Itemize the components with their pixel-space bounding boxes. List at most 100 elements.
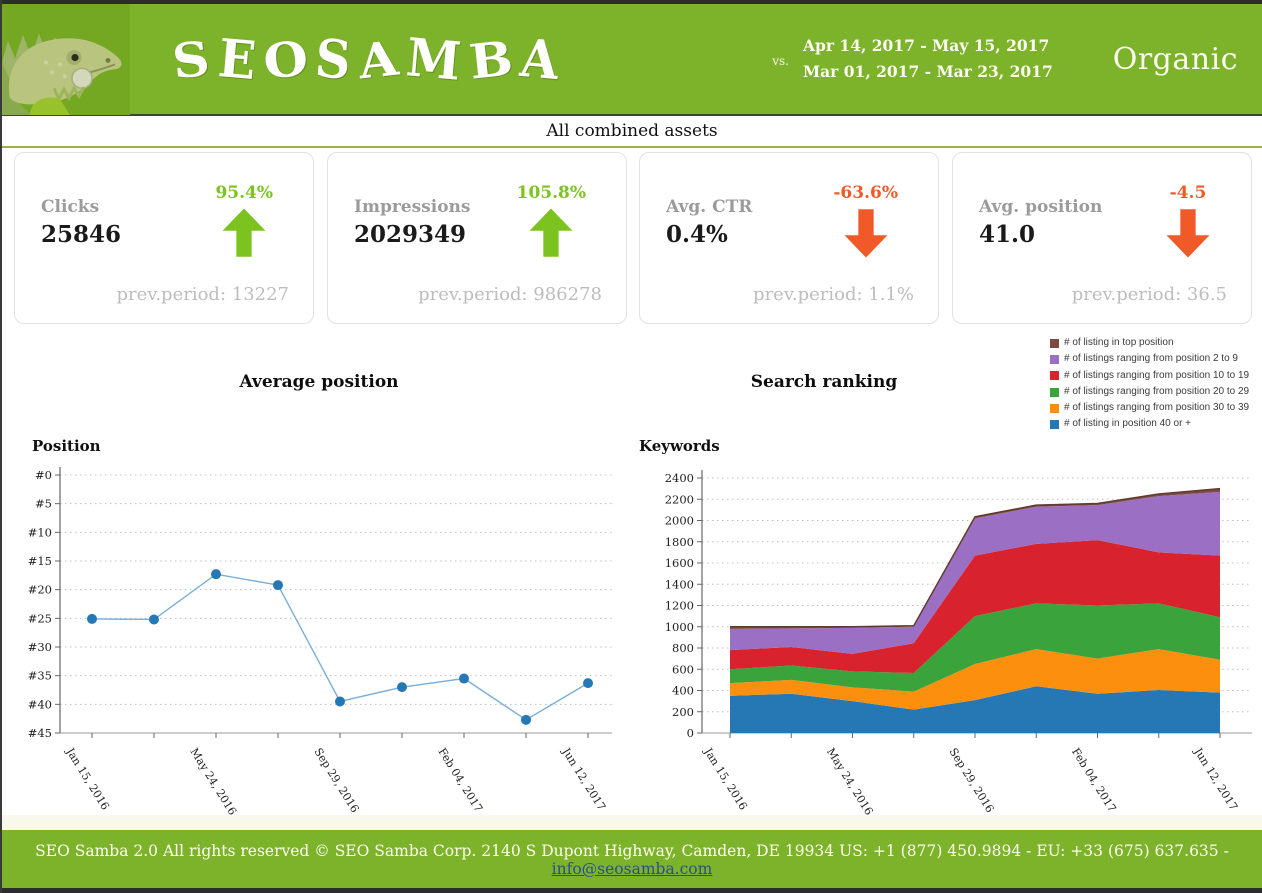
svg-text:#35: #35 <box>28 669 52 683</box>
kpi-prev-period: prev.period: 986278 <box>418 284 602 305</box>
kpi-card-avg-ctr: Avg. CTR 0.4% -63.6% prev.period: 1.1% <box>639 152 939 324</box>
area-chart-y-axis-name: Keywords <box>639 437 720 455</box>
svg-text:Feb 04, 2017: Feb 04, 2017 <box>435 746 485 815</box>
previous-period: Mar 01, 2017 - Mar 23, 2017 <box>802 62 1053 81</box>
svg-text:1200: 1200 <box>665 599 694 613</box>
svg-text:400: 400 <box>672 684 694 698</box>
current-period: Apr 14, 2017 - May 15, 2017 <box>802 36 1050 55</box>
legend-label: # of listings ranging from position 2 to… <box>1064 353 1238 365</box>
svg-text:1000: 1000 <box>665 620 694 634</box>
svg-text:Sep 29, 2016: Sep 29, 2016 <box>946 746 996 815</box>
up-arrow-icon <box>529 208 573 257</box>
kpi-change: 105.8% <box>516 183 586 203</box>
kpi-value: 2029349 <box>354 221 467 248</box>
svg-text:#0: #0 <box>35 468 52 482</box>
svg-text:May 24, 2016: May 24, 2016 <box>824 746 876 818</box>
svg-text:#20: #20 <box>28 583 52 597</box>
svg-text:Jan 15, 2016: Jan 15, 2016 <box>63 745 112 813</box>
legend-label: # of listing in top position <box>1064 337 1174 348</box>
footer-copyright: SEO Samba 2.0 All rights reserved © SEO … <box>35 842 1229 860</box>
svg-text:May 24, 2016: May 24, 2016 <box>187 746 239 818</box>
legend-label: # of listings ranging from position 20 t… <box>1064 385 1250 397</box>
svg-text:0: 0 <box>687 726 694 740</box>
search-ranking-area-chart: 0 200 400 600 800 1000 1200 1400 1600 1800 2000 220… <box>665 470 1252 818</box>
kpi-change: -63.6% <box>833 183 898 203</box>
svg-text:2200: 2200 <box>665 492 694 506</box>
kpi-change: -4.5 <box>1169 183 1207 203</box>
report-title: All combined assets <box>546 121 718 141</box>
svg-text:#25: #25 <box>28 611 52 625</box>
down-arrow-icon <box>1166 209 1210 258</box>
kpi-card-impressions: Impressions 2029349 105.8% prev.period: … <box>327 152 627 324</box>
legend-item: # of listings ranging from position 2 to… <box>1050 351 1249 367</box>
chart-legend: # of listing in top position # of listin… <box>1050 335 1249 433</box>
legend-swatch <box>1050 403 1059 413</box>
kpi-change: 95.4% <box>215 183 273 203</box>
iguana-photo <box>2 3 130 115</box>
kpi-cards: Clicks 25846 95.4% prev.period: 13227 Im… <box>2 152 1262 325</box>
up-arrow-icon <box>222 208 266 257</box>
footer: SEO Samba 2.0 All rights reserved © SEO … <box>2 830 1262 888</box>
svg-text:#45: #45 <box>28 726 52 740</box>
pre-footer-strip <box>2 815 1262 830</box>
kpi-prev-period: prev.period: 13227 <box>116 284 289 305</box>
legend-swatch <box>1050 387 1059 397</box>
down-arrow-icon <box>844 209 888 258</box>
legend-swatch <box>1050 420 1059 430</box>
svg-text:1400: 1400 <box>665 577 694 591</box>
svg-text:1800: 1800 <box>665 535 694 549</box>
area-chart-title: Search ranking <box>750 372 898 392</box>
legend-item: # of listing in top position <box>1050 335 1249 351</box>
kpi-label: Impressions <box>354 197 471 217</box>
legend-item: # of listing in position 40 or + <box>1050 416 1249 432</box>
svg-text:Jun 12, 2017: Jun 12, 2017 <box>1191 745 1240 813</box>
svg-text:2000: 2000 <box>665 514 694 528</box>
line-chart-y-axis-name: Position <box>32 437 101 455</box>
svg-text:1600: 1600 <box>665 556 694 570</box>
kpi-value: 0.4% <box>666 221 728 248</box>
kpi-prev-period: prev.period: 1.1% <box>753 284 914 305</box>
legend-swatch <box>1050 371 1059 381</box>
report-title-bar: All combined assets <box>2 116 1262 148</box>
kpi-label: Clicks <box>41 197 100 217</box>
legend-item: # of listings ranging from position 20 t… <box>1050 384 1249 400</box>
legend-label: # of listing in position 40 or + <box>1064 418 1192 430</box>
legend-swatch <box>1050 338 1059 348</box>
average-position-line-chart: #0 #5 #10 #15 #20 #25 #30 #35 #40 #45 Jan 15, 2016… <box>28 467 612 818</box>
kpi-card-clicks: Clicks 25846 95.4% prev.period: 13227 <box>14 152 314 324</box>
svg-text:800: 800 <box>672 641 694 655</box>
kpi-prev-period: prev.period: 36.5 <box>1071 284 1227 305</box>
legend-label: # of listings ranging from position 10 t… <box>1064 369 1250 381</box>
svg-text:2400: 2400 <box>665 471 694 485</box>
legend-item: # of listings ranging from position 10 t… <box>1050 368 1249 384</box>
svg-text:#40: #40 <box>28 697 52 711</box>
brand-logo: SEOSAMBA <box>170 25 569 93</box>
kpi-value: 41.0 <box>979 221 1036 248</box>
svg-text:Jun 12, 2017: Jun 12, 2017 <box>559 745 608 813</box>
line-chart-title: Average position <box>239 372 399 392</box>
header: SEOSAMBA vs. Apr 14, 2017 - May 15, 2017… <box>2 3 1262 116</box>
svg-text:#10: #10 <box>28 525 52 539</box>
period-comparison: vs. Apr 14, 2017 - May 15, 2017 Mar 01, … <box>772 33 1053 85</box>
svg-text:Jan 15, 2016: Jan 15, 2016 <box>701 745 750 813</box>
svg-text:#15: #15 <box>28 554 52 568</box>
window-top-edge <box>2 0 1262 4</box>
svg-text:200: 200 <box>672 705 694 719</box>
svg-text:#30: #30 <box>28 640 52 654</box>
email-link[interactable]: info@seosamba.com <box>551 860 713 878</box>
svg-text:Feb 04, 2017: Feb 04, 2017 <box>1069 746 1119 815</box>
vs-label: vs. <box>772 54 789 68</box>
kpi-card-avg-position: Avg. position 41.0 -4.5 prev.period: 36.… <box>952 152 1252 324</box>
svg-text:#5: #5 <box>35 497 52 511</box>
kpi-value: 25846 <box>41 221 122 248</box>
legend-item: # of listings ranging from position 30 t… <box>1050 400 1249 416</box>
kpi-label: Avg. position <box>979 197 1103 217</box>
legend-label: # of listings ranging from position 30 t… <box>1064 402 1250 414</box>
kpi-label: Avg. CTR <box>666 197 753 217</box>
svg-text:600: 600 <box>672 662 694 676</box>
svg-text:Sep 29, 2016: Sep 29, 2016 <box>311 746 361 815</box>
legend-swatch <box>1050 354 1059 364</box>
window-bottom-edge <box>2 888 1262 893</box>
channel-label: Organic <box>1112 41 1238 77</box>
